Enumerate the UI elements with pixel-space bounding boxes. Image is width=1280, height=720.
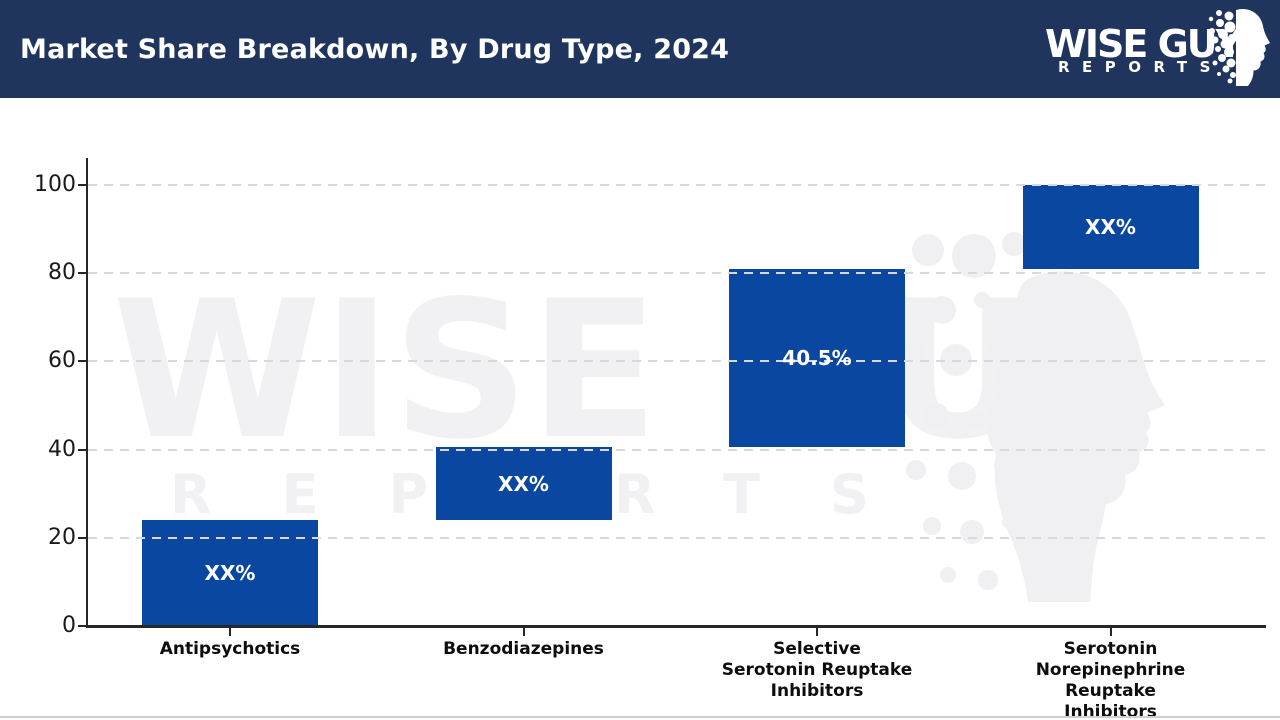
y-tick-label: 0 <box>62 613 76 638</box>
category-label-line: Antipsychotics <box>159 639 301 659</box>
x-axis-tick <box>1109 628 1112 636</box>
category-label-line: Reuptake <box>1065 681 1156 701</box>
logo-reports-label: REPORTS <box>1058 58 1223 76</box>
category-label-line: Serotonin <box>1063 639 1158 659</box>
gridline-80 <box>88 272 1266 275</box>
bar-value-label: 40.5% <box>782 346 852 371</box>
x-axis-tick <box>229 628 231 636</box>
category-label-line: Serotonin Reuptake <box>721 660 913 680</box>
category-label: Benzodiazepines <box>374 639 674 660</box>
x-axis-tick <box>816 628 818 636</box>
category-label: Serotonin Norepinephrine Reuptake Inhibitor… <box>961 639 1261 720</box>
y-tick-label: 80 <box>48 260 76 286</box>
dotted-head-icon <box>1207 8 1270 87</box>
x-axis-tick <box>522 628 525 636</box>
y-tick-label: 100 <box>34 172 76 197</box>
category-label-line: Selective <box>773 639 861 659</box>
category-label: Antipsychotics <box>80 639 380 660</box>
y-axis-tick <box>78 184 86 186</box>
page-title: Market Share Breakdown, By Drug Type, 20… <box>20 33 730 65</box>
gridline-40 <box>88 448 1266 451</box>
gridline-100 <box>88 184 1266 186</box>
bar-value-label: XX% <box>204 561 256 586</box>
y-axis-tick <box>78 272 86 275</box>
brand-logo: WISE GUY REPORTS <box>1040 0 1280 98</box>
category-label-line: Benzodiazepines <box>443 639 604 659</box>
y-axis-tick <box>78 448 86 451</box>
bottom-border <box>0 716 1280 718</box>
y-tick-label: 60 <box>48 348 76 374</box>
x-axis-line <box>86 625 1266 628</box>
bar-2 <box>435 447 612 521</box>
bar-3 <box>729 268 905 448</box>
category-label: Selective Serotonin Reuptake Inhibitors <box>667 639 967 702</box>
category-label-line: Inhibitors <box>770 681 864 701</box>
category-label-line: Norepinephrine <box>1035 660 1186 680</box>
gridline-20 <box>88 536 1266 539</box>
bar-value-label: XX% <box>498 471 549 496</box>
bar-4 <box>1022 185 1199 269</box>
category-label-line: Inhibitors <box>1064 702 1157 720</box>
y-tick-label: 40 <box>48 436 76 462</box>
y-axis-line <box>86 158 88 628</box>
bar-value-label: XX% <box>1085 214 1136 239</box>
watermark-head-icon <box>884 232 1165 602</box>
y-tick-label: 20 <box>48 524 76 550</box>
gridline-60 <box>88 360 1266 363</box>
y-axis-tick <box>78 360 86 363</box>
y-axis-tick <box>78 625 86 627</box>
header-bar: Market Share Breakdown, By Drug Type, 20… <box>0 0 1280 98</box>
y-axis-tick <box>78 536 86 539</box>
